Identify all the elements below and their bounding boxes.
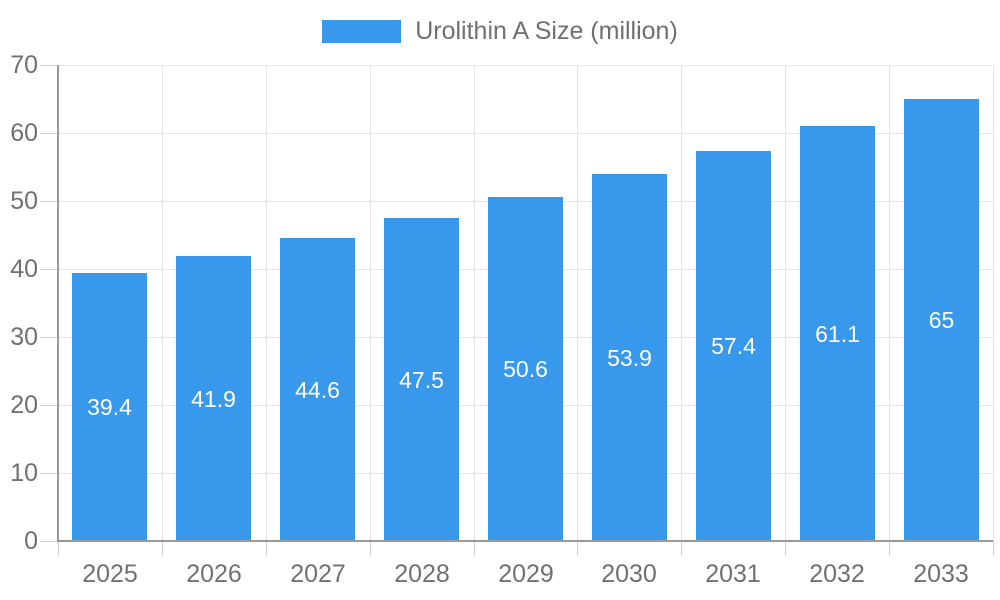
- bar-value-label: 57.4: [711, 333, 756, 359]
- legend[interactable]: Urolithin A Size (million): [0, 17, 1000, 45]
- x-tick: [266, 541, 267, 556]
- x-tick: [474, 541, 475, 556]
- x-tick: [681, 541, 682, 556]
- y-axis-tick-label: 40: [10, 255, 38, 283]
- x-tick: [577, 541, 578, 556]
- y-tick: [40, 541, 58, 542]
- y-axis-tick-label: 30: [10, 323, 38, 351]
- x-axis-tick-label: 2026: [186, 560, 242, 588]
- bar-2031[interactable]: [696, 151, 771, 541]
- y-axis-tick-label: 70: [10, 51, 38, 79]
- x-axis-tick-label: 2028: [394, 560, 450, 588]
- bar-value-label: 65: [928, 307, 955, 333]
- bar-2033[interactable]: [904, 99, 979, 541]
- bar-value-label: 39.4: [87, 394, 132, 420]
- y-tick: [40, 405, 58, 406]
- y-axis-line: [57, 65, 59, 542]
- gridline-vertical: [266, 65, 267, 541]
- x-axis-tick-label: 2033: [913, 560, 969, 588]
- x-tick: [889, 541, 890, 556]
- y-tick: [40, 269, 58, 270]
- gridline-vertical: [681, 65, 682, 541]
- x-axis-tick-label: 2030: [601, 560, 657, 588]
- gridline-vertical: [370, 65, 371, 541]
- bar-value-label: 44.6: [295, 377, 340, 403]
- y-tick: [40, 133, 58, 134]
- y-axis-tick-label: 10: [10, 459, 38, 487]
- y-axis-tick-label: 0: [24, 527, 38, 555]
- x-axis-line: [57, 540, 993, 542]
- x-axis-tick-label: 2031: [705, 560, 761, 588]
- x-tick: [993, 541, 994, 556]
- bar-value-label: 41.9: [191, 386, 236, 412]
- gridline-vertical: [993, 65, 994, 541]
- y-tick: [40, 337, 58, 338]
- y-tick: [40, 473, 58, 474]
- y-tick: [40, 65, 58, 66]
- gridline-horizontal: [58, 65, 993, 66]
- x-tick: [58, 541, 59, 556]
- bar-2027[interactable]: [280, 238, 355, 541]
- bar-value-label: 53.9: [607, 345, 652, 371]
- x-tick: [162, 541, 163, 556]
- y-tick: [40, 201, 58, 202]
- y-axis-tick-label: 50: [10, 187, 38, 215]
- x-tick: [785, 541, 786, 556]
- y-axis-tick-label: 20: [10, 391, 38, 419]
- gridline-vertical: [577, 65, 578, 541]
- gridline-horizontal: [58, 133, 993, 134]
- bar-value-label: 47.5: [399, 367, 444, 393]
- bar-2025[interactable]: [72, 273, 147, 541]
- bar-2026[interactable]: [176, 256, 251, 541]
- bar-2029[interactable]: [488, 197, 563, 541]
- bar-value-label: 61.1: [815, 321, 860, 347]
- bar-2028[interactable]: [384, 218, 459, 541]
- legend-swatch-icon: [322, 19, 402, 43]
- x-axis-tick-label: 2025: [82, 560, 138, 588]
- bar-value-label: 50.6: [503, 356, 548, 382]
- gridline-vertical: [889, 65, 890, 541]
- gridline-vertical: [785, 65, 786, 541]
- x-tick: [370, 541, 371, 556]
- x-axis-tick-label: 2032: [809, 560, 865, 588]
- y-axis-tick-label: 60: [10, 119, 38, 147]
- bar-2030[interactable]: [592, 174, 667, 541]
- legend-label: Urolithin A Size (million): [415, 17, 678, 45]
- x-axis-tick-label: 2027: [290, 560, 346, 588]
- gridline-vertical: [162, 65, 163, 541]
- gridline-vertical: [474, 65, 475, 541]
- bar-2032[interactable]: [800, 126, 875, 541]
- x-axis-tick-label: 2029: [498, 560, 554, 588]
